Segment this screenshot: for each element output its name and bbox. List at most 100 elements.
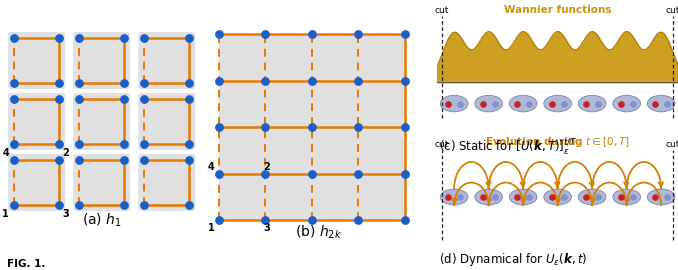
Point <box>9 203 20 207</box>
Point <box>260 32 271 36</box>
Point <box>139 142 150 146</box>
Text: cut: cut <box>435 6 450 15</box>
Point <box>74 203 85 207</box>
Point <box>443 195 454 199</box>
Point <box>74 97 85 101</box>
Point <box>139 203 150 207</box>
Point <box>593 195 603 199</box>
FancyBboxPatch shape <box>138 93 195 150</box>
Point <box>490 195 500 199</box>
Ellipse shape <box>475 189 502 205</box>
Point <box>260 172 271 176</box>
Point <box>214 218 224 222</box>
Point <box>455 102 466 106</box>
Point <box>353 125 364 130</box>
FancyBboxPatch shape <box>265 127 312 174</box>
Point <box>546 102 557 106</box>
Point <box>558 102 569 106</box>
Ellipse shape <box>440 189 468 205</box>
Point <box>184 36 195 40</box>
Point <box>74 81 85 85</box>
Point <box>306 172 317 176</box>
FancyBboxPatch shape <box>359 174 405 220</box>
Point <box>260 218 271 222</box>
Point <box>184 203 195 207</box>
Ellipse shape <box>544 189 572 205</box>
FancyBboxPatch shape <box>8 93 65 150</box>
FancyBboxPatch shape <box>219 127 265 174</box>
Point <box>214 172 224 176</box>
Point <box>9 158 20 162</box>
FancyBboxPatch shape <box>219 174 265 220</box>
Ellipse shape <box>544 95 572 112</box>
Ellipse shape <box>647 189 675 205</box>
FancyBboxPatch shape <box>359 34 405 81</box>
FancyBboxPatch shape <box>359 127 405 174</box>
Text: 2: 2 <box>263 161 270 171</box>
Text: (d) Dynamical for $U_\varepsilon(\boldsymbol{k},t)$: (d) Dynamical for $U_\varepsilon(\boldsy… <box>439 251 588 268</box>
FancyBboxPatch shape <box>219 81 265 127</box>
Point <box>184 142 195 146</box>
Text: 1: 1 <box>3 209 9 219</box>
Text: (a) $h_1$: (a) $h_1$ <box>82 212 121 229</box>
Point <box>650 195 660 199</box>
Point <box>546 195 557 199</box>
Point <box>9 97 20 101</box>
Point <box>523 102 534 106</box>
Point <box>260 125 271 130</box>
Text: 4: 4 <box>3 148 9 158</box>
Point <box>139 36 150 40</box>
FancyBboxPatch shape <box>312 127 359 174</box>
Text: 2: 2 <box>62 148 68 158</box>
Point <box>54 36 64 40</box>
Point <box>9 142 20 146</box>
Text: 4: 4 <box>207 161 214 171</box>
Point <box>139 81 150 85</box>
Point <box>650 102 660 106</box>
Text: 3: 3 <box>62 209 68 219</box>
FancyBboxPatch shape <box>8 32 65 89</box>
Point <box>399 172 410 176</box>
Point <box>523 195 534 199</box>
Point <box>627 102 638 106</box>
Point <box>119 142 129 146</box>
Text: cut: cut <box>435 140 450 148</box>
Point <box>74 142 85 146</box>
Point <box>490 102 500 106</box>
Ellipse shape <box>509 189 537 205</box>
Point <box>615 195 626 199</box>
Point <box>54 158 64 162</box>
FancyBboxPatch shape <box>312 174 359 220</box>
Point <box>54 142 64 146</box>
Point <box>139 158 150 162</box>
Point <box>306 218 317 222</box>
FancyBboxPatch shape <box>8 154 65 211</box>
Point <box>119 158 129 162</box>
Point <box>306 79 317 83</box>
FancyBboxPatch shape <box>359 81 405 127</box>
Point <box>455 195 466 199</box>
Point <box>399 79 410 83</box>
Point <box>581 195 592 199</box>
Point <box>260 79 271 83</box>
Point <box>306 32 317 36</box>
Text: (c) Static for $[U(\boldsymbol{k},T)]_\varepsilon^{t/T}$: (c) Static for $[U(\boldsymbol{k},T)]_\v… <box>439 138 578 158</box>
Point <box>399 218 410 222</box>
Ellipse shape <box>647 95 675 112</box>
FancyBboxPatch shape <box>312 81 359 127</box>
Point <box>662 195 673 199</box>
FancyBboxPatch shape <box>138 154 195 211</box>
Ellipse shape <box>440 95 468 112</box>
FancyBboxPatch shape <box>73 154 130 211</box>
Text: 1: 1 <box>207 222 214 232</box>
Point <box>214 125 224 130</box>
Point <box>306 125 317 130</box>
FancyBboxPatch shape <box>312 34 359 81</box>
FancyBboxPatch shape <box>265 174 312 220</box>
Point <box>662 102 673 106</box>
FancyBboxPatch shape <box>73 32 130 89</box>
Point <box>512 195 523 199</box>
Point <box>54 81 64 85</box>
Point <box>353 218 364 222</box>
FancyBboxPatch shape <box>138 32 195 89</box>
